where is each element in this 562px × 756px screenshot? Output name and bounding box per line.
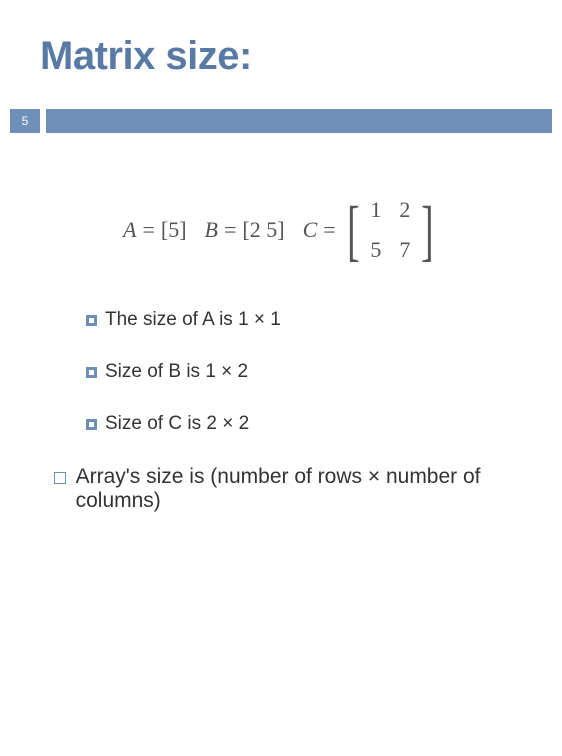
- eq-C-label: C: [303, 217, 318, 243]
- bullet-text: The size of A is 1 × 1: [105, 309, 281, 331]
- eq-A-value: [5]: [161, 217, 187, 243]
- eq-B-value: [2 5]: [242, 217, 284, 243]
- equation-B: B = [2 5]: [205, 217, 285, 243]
- matrix-cell: 7: [399, 237, 410, 263]
- equation-C: C = [ 1 2 5 7 ]: [303, 193, 439, 267]
- bullet-square-icon: [86, 419, 97, 430]
- matrix-cell: 5: [370, 237, 381, 263]
- bullet-list: The size of A is 1 × 1 Size of B is 1 × …: [86, 309, 552, 435]
- right-bracket-icon: ]: [421, 203, 433, 257]
- eq-A-label: A: [123, 217, 136, 243]
- page-title: Matrix size:: [40, 34, 552, 79]
- page-number-tab: 5: [10, 109, 40, 133]
- left-bracket-icon: [: [347, 203, 359, 257]
- slide: Matrix size: 5 A = [5] B = [2 5] C = [ 1…: [0, 0, 562, 756]
- matrix-C: [ 1 2 5 7 ]: [342, 193, 439, 267]
- eq-B-label: B: [205, 217, 218, 243]
- matrix-C-grid: 1 2 5 7: [364, 193, 416, 267]
- equals-sign: =: [142, 217, 154, 243]
- accent-bar: [46, 109, 552, 133]
- header-bar: 5: [10, 109, 552, 133]
- list-item: The size of A is 1 × 1: [86, 309, 552, 331]
- bullet-square-icon: [86, 367, 97, 378]
- equals-sign: =: [224, 217, 236, 243]
- bullet-outline-square-icon: [54, 472, 66, 484]
- equation-A: A = [5]: [123, 217, 187, 243]
- matrix-cell: 2: [399, 197, 410, 223]
- bullet-text: Size of C is 2 × 2: [105, 413, 249, 435]
- list-item: Size of C is 2 × 2: [86, 413, 552, 435]
- matrix-cell: 1: [370, 197, 381, 223]
- summary-text: Array's size is (number of rows × number…: [76, 465, 552, 513]
- bullet-text: Size of B is 1 × 2: [105, 361, 248, 383]
- equals-sign: =: [323, 217, 335, 243]
- equations-row: A = [5] B = [2 5] C = [ 1 2 5 7 ]: [10, 193, 552, 267]
- bullet-square-icon: [86, 315, 97, 326]
- summary-line: Array's size is (number of rows × number…: [54, 465, 552, 513]
- list-item: Size of B is 1 × 2: [86, 361, 552, 383]
